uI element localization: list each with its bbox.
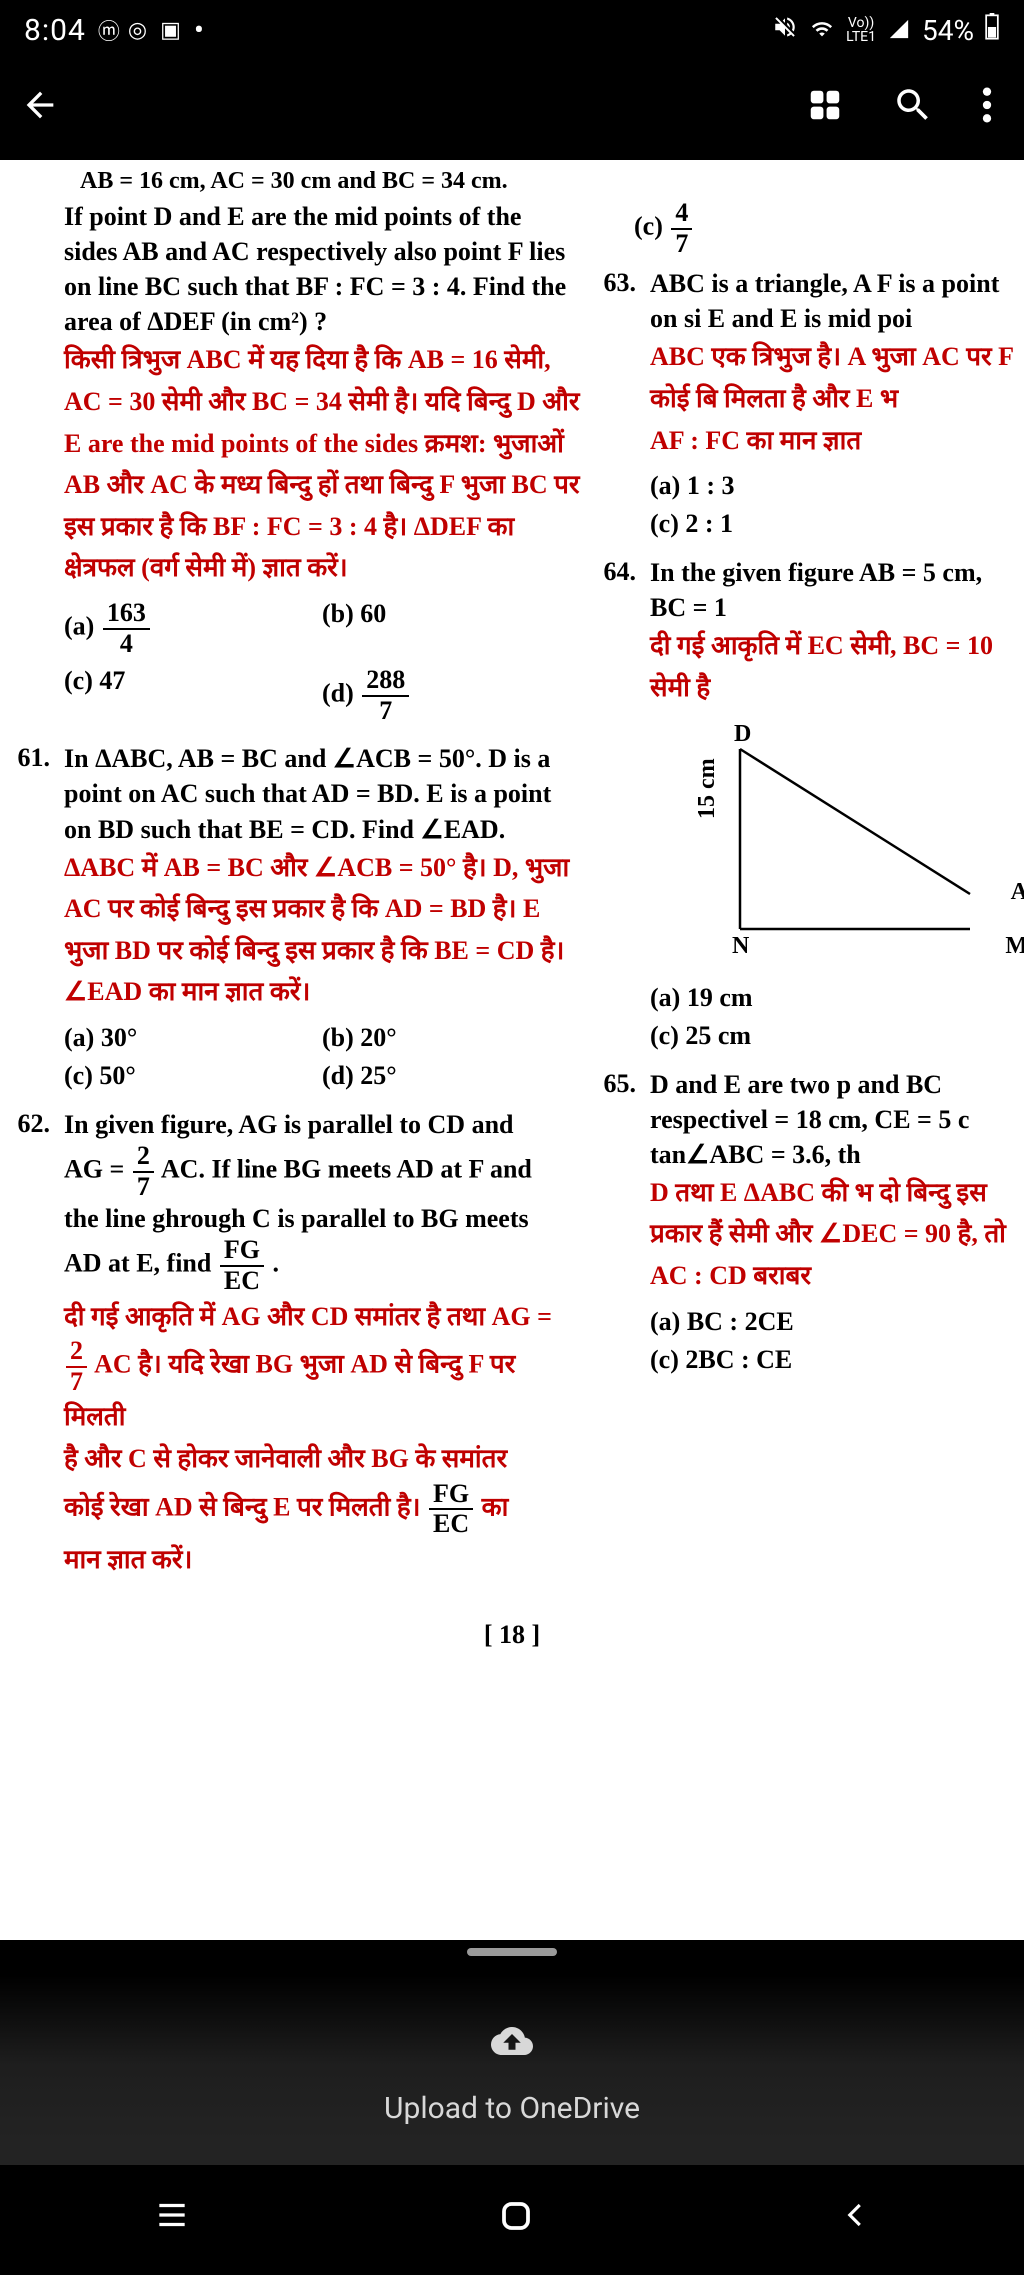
q64-hindi: दी गई आकृति में EC सेमी, BC = 10 सेमी है [650,625,1024,708]
q60-opt-b: (b) 60 [322,595,580,662]
q64-opt-c: (c) 25 cm [650,1017,1024,1055]
mute-icon [772,14,798,47]
question-64: 64. In the given figure AB = 5 cm, BC = … [594,555,1024,1054]
bottom-sheet-handle[interactable] [467,1948,557,1956]
q64-number: 64. [594,555,650,1054]
q61-opt-b: (b) 20° [322,1019,580,1057]
q61-hindi: ΔABC में AB = BC और ∠ACB = 50° है। D, भु… [64,847,580,1013]
grid-icon[interactable] [806,86,844,134]
battery-text: 54% [922,14,974,47]
q65-number: 65. [594,1067,650,1379]
q61-opt-a: (a) 30° [64,1019,322,1057]
document-viewport[interactable]: AB = 16 cm, AC = 30 cm and BC = 34 cm. I… [0,160,1024,1940]
cloud-upload-icon [487,2020,537,2073]
q63-english: ABC is a triangle, A F is a point on si … [650,266,1024,336]
status-left: 8:04 ⓜ ◎ ▣ • [24,13,205,48]
nav-back-button[interactable] [841,2196,871,2244]
q65-options: (a) BC : 2CE (c) 2BC : CE [650,1303,1024,1379]
q62-hindi: दी गई आकृति में AG और CD समांतर है तथा A… [64,1296,580,1581]
q60-hindi: किसी त्रिभुज ABC में यह दिया है कि AB = … [64,339,580,589]
back-button[interactable] [20,84,60,136]
q61-options: (a) 30° (b) 20° (c) 50° (d) 25° [64,1019,580,1095]
system-nav-bar [0,2165,1024,2275]
status-bar: 8:04 ⓜ ◎ ▣ • Vo)) LTE1 54% [0,0,1024,60]
status-dot: • [194,13,205,48]
wifi-icon [808,14,836,47]
q65-opt-c: (c) 2BC : CE [650,1341,1024,1379]
upload-label: Upload to OneDrive [384,2091,640,2126]
partial-top-line: AB = 16 cm, AC = 30 cm and BC = 34 cm. [80,168,1024,195]
q60-opt-c: (c) 47 [64,662,322,729]
page-number: [ 18 ] [0,1620,1024,1650]
question-61: 61. In ΔABC, AB = BC and ∠ACB = 50°. D i… [0,741,580,1095]
q60-opt-d: (d) 2887 [322,662,580,729]
signal-icon [886,14,912,47]
q64-english: In the given figure AB = 5 cm, BC = 1 [650,555,1024,625]
q63-hindi: ABC एक त्रिभुज है। A भुजा AC पर F कोई बि… [650,336,1024,461]
question-62: 62. In given figure, AG is parallel to C… [0,1107,580,1580]
q65-english: D and E are two p and BC respectivel = 1… [650,1067,1024,1172]
status-time: 8:04 [24,13,86,48]
home-button[interactable] [498,2197,534,2244]
q60-english: If point D and E are the mid points of t… [64,199,580,339]
q64-opt-a: (a) 19 cm [650,979,1024,1017]
question-65: 65. D and E are two p and BC respectivel… [594,1067,1024,1379]
upload-action[interactable]: Upload to OneDrive [0,2020,1024,2126]
app-toolbar [0,60,1024,160]
q60-options: (a) 1634 (b) 60 (c) 47 (d) 2887 [64,595,580,729]
question-60: If point D and E are the mid points of t… [0,199,580,729]
q64-options: (a) 19 cm (c) 25 cm [650,979,1024,1055]
q61-opt-c: (c) 50° [64,1057,322,1095]
q63-opt-c: (c) 2 : 1 [650,505,1024,543]
q62-number: 62. [0,1107,64,1580]
status-right: Vo)) LTE1 54% [772,13,1000,48]
search-icon[interactable] [892,84,934,136]
q61-number: 61. [0,741,64,1095]
q63-opt-a: (a) 1 : 3 [650,467,1024,505]
q62-english: In given figure, AG is parallel to CD an… [64,1107,580,1296]
more-icon[interactable] [982,84,992,136]
q64-diagram: D A N M 15 cm [690,729,1024,969]
q61-english: In ΔABC, AB = BC and ∠ACB = 50°. D is a … [64,741,580,846]
battery-icon [984,13,1000,48]
q60-opt-a: (a) 1634 [64,595,322,662]
q65-opt-a: (a) BC : 2CE [650,1303,1024,1341]
q61-opt-d: (d) 25° [322,1057,580,1095]
recents-button[interactable] [153,2196,191,2244]
q65-hindi: D तथा E ΔABC की भ दो बिन्दु इस प्रकार है… [650,1172,1024,1297]
q60-opt-c-right: (c) 47 [634,199,1024,258]
q63-options: (a) 1 : 3 (c) 2 : 1 [650,467,1024,543]
net-label: Vo)) LTE1 [846,16,876,44]
question-63: 63. ABC is a triangle, A F is a point on… [594,266,1024,543]
q63-number: 63. [594,266,650,543]
